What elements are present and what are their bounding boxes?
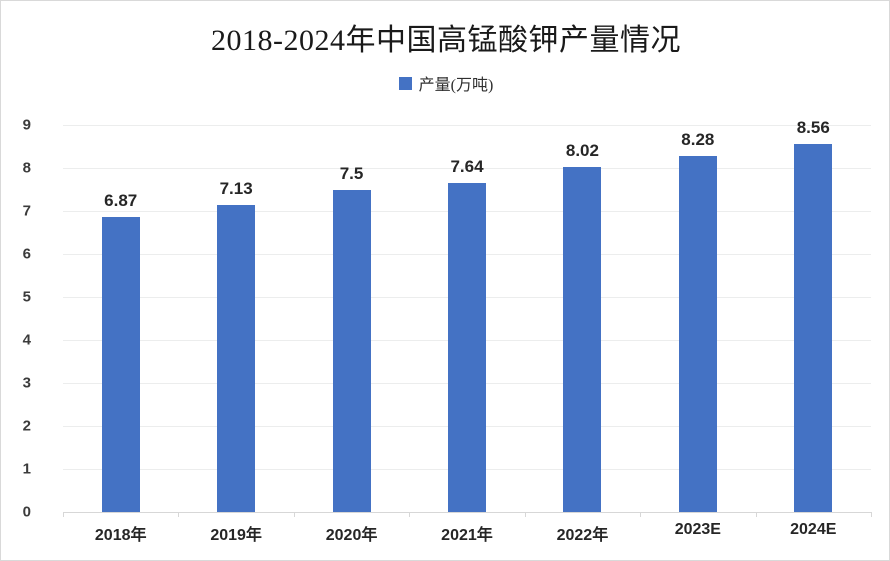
- bar[interactable]: [678, 155, 717, 512]
- bar-value-label: 6.87: [104, 190, 138, 210]
- y-axis-tick-label: 1: [22, 460, 31, 478]
- x-axis-tick-mark: [640, 512, 642, 517]
- bar-group: 8.02 2022年: [524, 125, 640, 544]
- legend-item-production[interactable]: 产量(万吨): [398, 71, 494, 95]
- x-axis-tick-label: 2019年: [210, 527, 262, 544]
- bar-value-label: 8.28: [681, 129, 715, 149]
- y-axis-tick-label: 8: [22, 159, 31, 177]
- y-axis-tick-label: 6: [22, 245, 31, 263]
- y-axis-tick-label: 5: [22, 288, 31, 306]
- bar-value-label: 8.02: [565, 141, 599, 161]
- legend-swatch-icon: [398, 76, 412, 90]
- bar[interactable]: [447, 183, 486, 512]
- y-axis-tick-label: 0: [22, 503, 31, 521]
- x-axis-tick-mark: [755, 512, 757, 517]
- x-axis-tick-mark: [524, 512, 526, 517]
- bar-group: 8.28 2023E: [640, 125, 755, 538]
- bar-group: 7.64 2021年: [409, 125, 524, 544]
- x-axis-tick-mark: [178, 512, 180, 517]
- gridline: [63, 168, 871, 169]
- bar[interactable]: [101, 216, 140, 512]
- bar-group: 7.5 2020年: [293, 125, 409, 544]
- bar-group: 7.13 2019年: [178, 125, 293, 544]
- x-axis-tick-label: 2023E: [674, 521, 721, 538]
- x-axis-tick-mark: [871, 512, 872, 517]
- bar[interactable]: [563, 167, 602, 512]
- bar-value-label: 8.56: [796, 117, 830, 137]
- y-axis-tick-label: 4: [22, 331, 31, 349]
- bar-group: 6.87 2018年: [63, 125, 178, 544]
- bar-value-label: 7.64: [450, 157, 484, 177]
- x-axis-tick-label: 2018年: [94, 527, 147, 544]
- bar[interactable]: [794, 143, 833, 512]
- legend-item-label: 产量(万吨): [418, 77, 494, 94]
- x-axis-tick-mark: [63, 512, 64, 517]
- x-axis-tick-mark: [409, 512, 411, 517]
- bar[interactable]: [332, 189, 371, 512]
- bar[interactable]: [217, 205, 256, 512]
- bar-group: 8.56 2024E: [755, 118, 871, 538]
- y-axis-tick-label: 2: [22, 417, 31, 435]
- x-axis-tick-label: 2022年: [556, 527, 609, 544]
- x-axis-tick-label: 2024E: [790, 521, 837, 538]
- y-axis-tick-label: 3: [22, 374, 31, 392]
- chart-legend: 产量(万吨): [1, 71, 889, 95]
- x-axis-tick-label: 2020年: [325, 527, 378, 544]
- gridline: [63, 512, 871, 513]
- x-axis-tick-mark: [293, 512, 295, 517]
- x-axis-tick-label: 2021年: [441, 527, 493, 544]
- plot-area: 9 8 7 6 5 4 3 2 1 0 6.87 2018年 7.13 2019年 7.5 2020年 7.64…: [23, 117, 872, 544]
- gridline: [63, 125, 871, 126]
- chart-title: 2018-2024年中国高锰酸钾产量情况: [211, 24, 681, 57]
- bar-value-label: 7.5: [339, 163, 364, 183]
- y-axis-tick-label: 9: [22, 116, 31, 134]
- y-axis-tick-label: 7: [22, 202, 31, 220]
- bar-value-label: 7.13: [219, 179, 253, 199]
